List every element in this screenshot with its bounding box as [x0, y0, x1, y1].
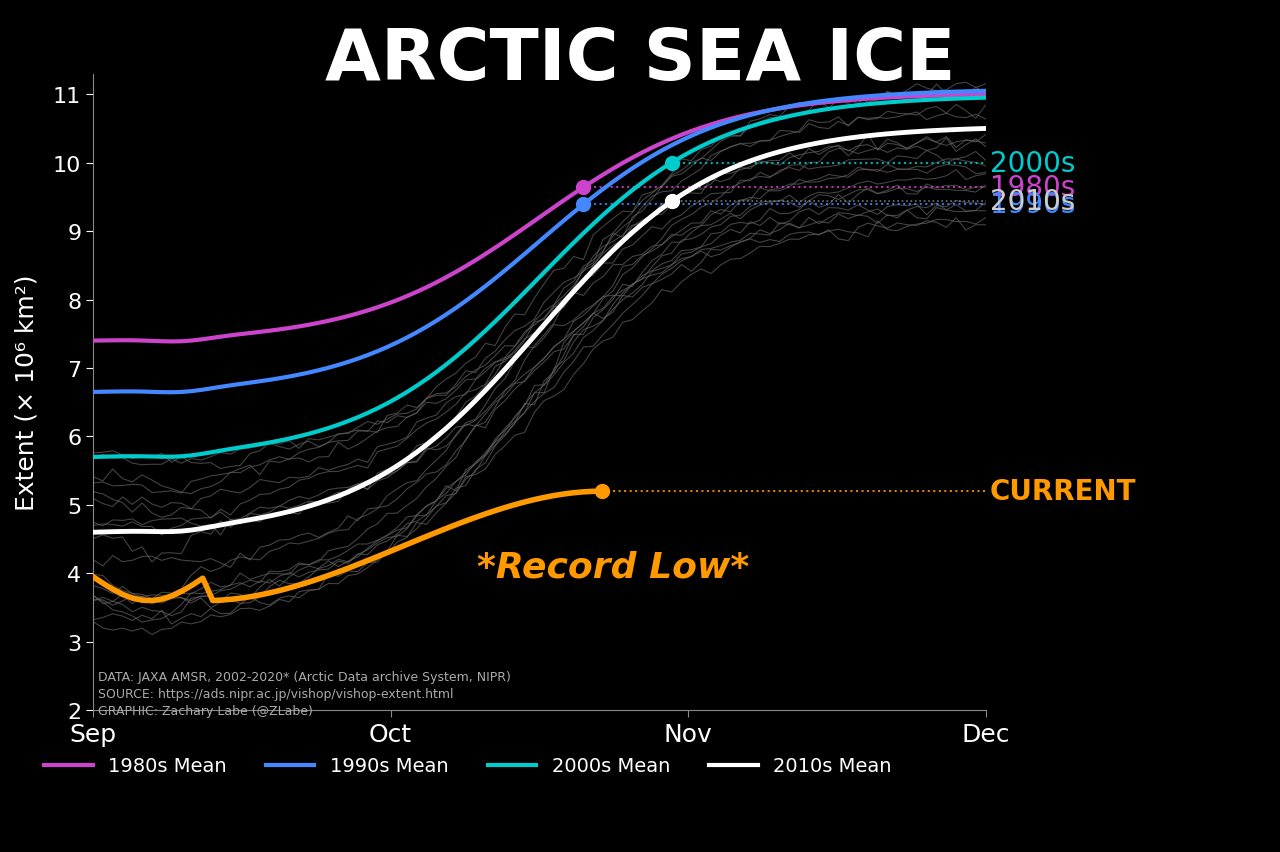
Text: 1980s: 1980s — [989, 174, 1075, 202]
Text: DATA: JAXA AMSR, 2002-2020* (Arctic Data archive System, NIPR)
SOURCE: https://a: DATA: JAXA AMSR, 2002-2020* (Arctic Data… — [97, 671, 511, 717]
Legend: 1980s Mean, 1990s Mean, 2000s Mean, 2010s Mean: 1980s Mean, 1990s Mean, 2000s Mean, 2010… — [36, 749, 900, 783]
Text: *Record Low*: *Record Low* — [477, 550, 749, 584]
Y-axis label: Extent (× 10⁶ km²): Extent (× 10⁶ km²) — [15, 274, 38, 510]
Text: ARCTIC SEA ICE: ARCTIC SEA ICE — [325, 26, 955, 95]
Text: 2000s: 2000s — [989, 149, 1075, 177]
Text: 1990s: 1990s — [989, 191, 1075, 219]
Text: CURRENT: CURRENT — [989, 478, 1137, 505]
Text: 2010s: 2010s — [989, 188, 1075, 216]
